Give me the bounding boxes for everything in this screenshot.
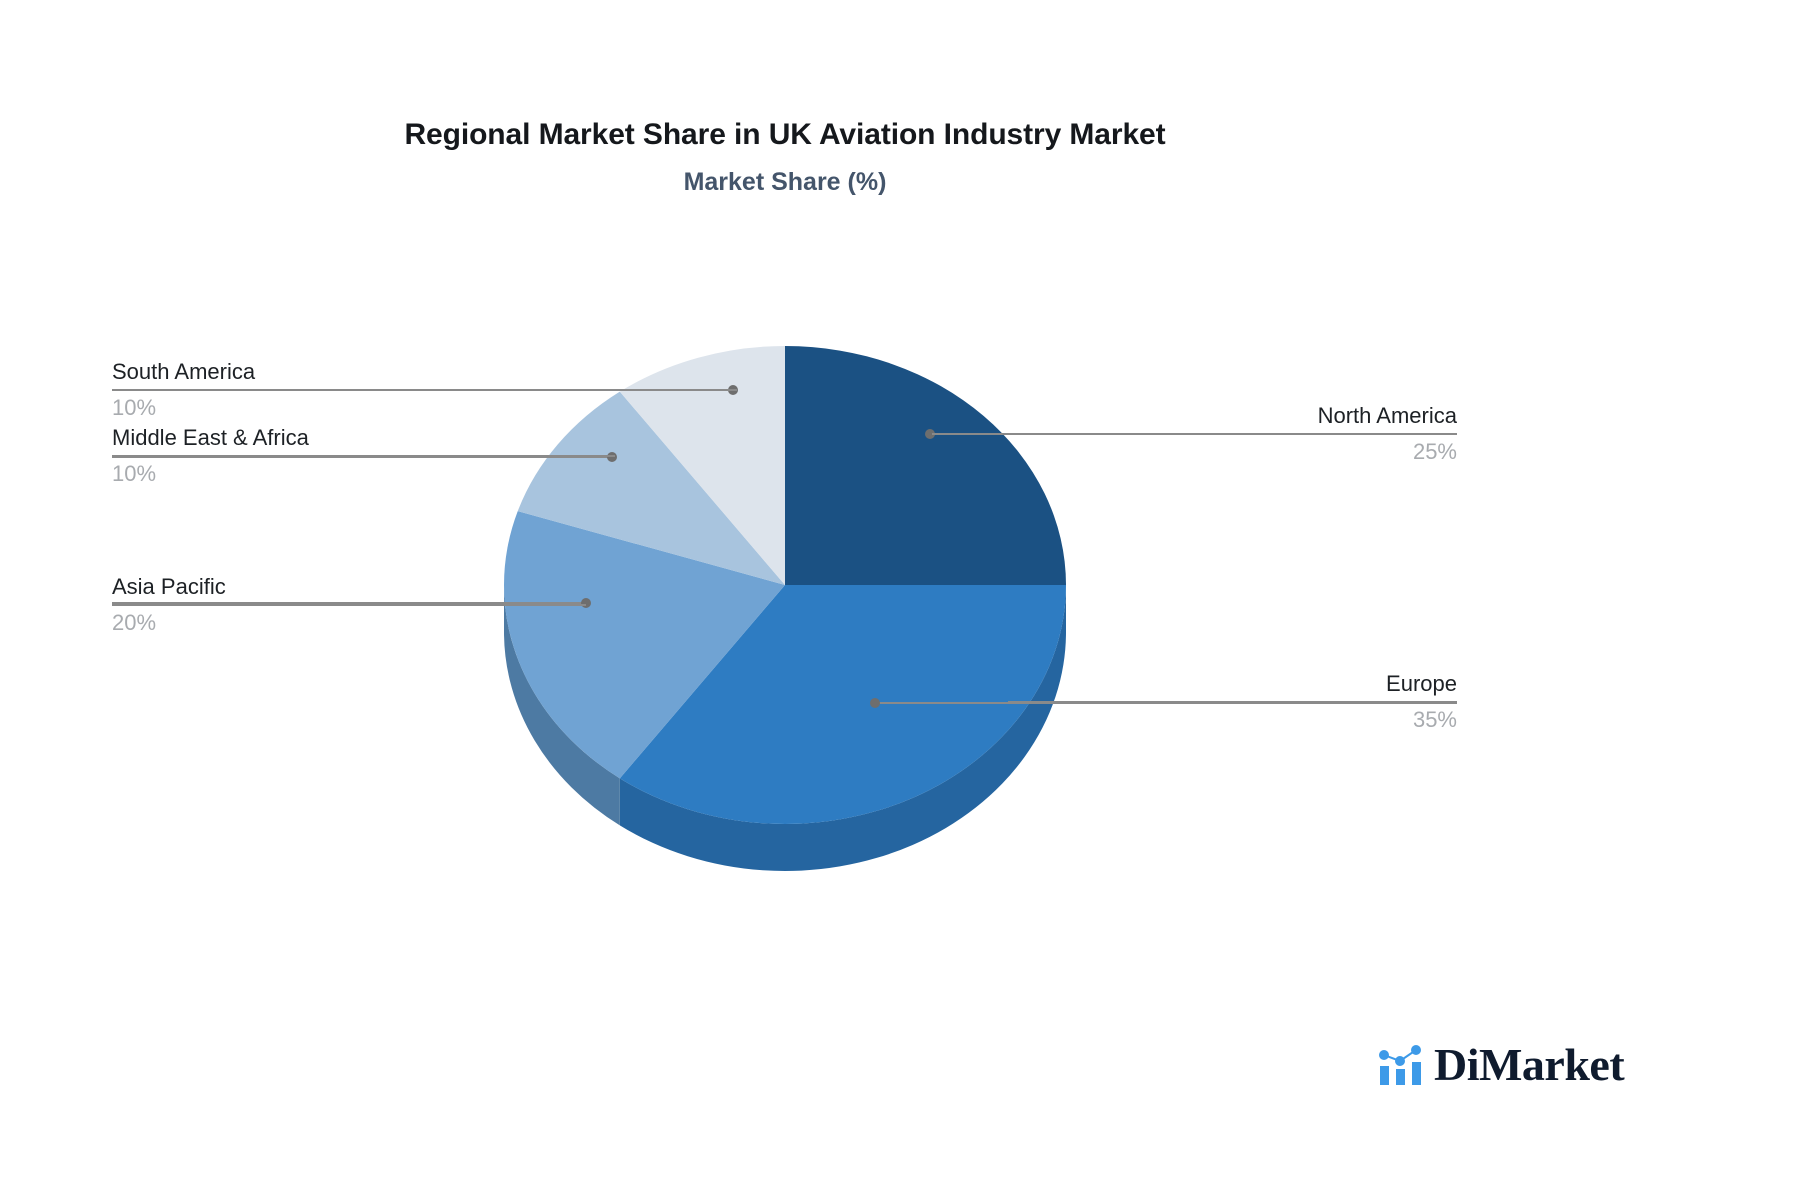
pie-slice-europe [619, 585, 1066, 824]
brand-logo: DiMarket [1378, 1039, 1625, 1090]
pie-slice-middle-east-africa [517, 391, 785, 585]
callout-value-europe: 35% [1412, 707, 1457, 732]
callout-value-south-america: 10% [112, 395, 157, 420]
chart-title: Regional Market Share in UK Aviation Ind… [404, 118, 1166, 151]
callout-middle-east-africa: Middle East & Africa 10% [112, 425, 615, 487]
brand-name: DiMarket [1434, 1039, 1625, 1090]
callout-value-asia-pacific: 20% [112, 610, 157, 635]
callout-rule-north-america [932, 433, 1457, 435]
pie-slice-side-europe [619, 585, 1066, 871]
callout-label-north-america: North America [1317, 403, 1457, 428]
leader-dot-europe [870, 698, 880, 708]
callout-label-asia-pacific: Asia Pacific [112, 574, 226, 599]
callout-rule-asia-pacific [112, 604, 586, 606]
leader-dot-middle-east-africa [607, 452, 617, 462]
callout-north-america: North America 25% [932, 403, 1457, 465]
callout-label-south-america: South America [112, 359, 256, 384]
callout-europe: Europe 35% [1008, 671, 1457, 733]
callout-value-north-america: 25% [1412, 439, 1457, 464]
callout-rule-middle-east-africa [112, 455, 615, 457]
pie-slice-side-asia-pacific [504, 585, 620, 826]
chart-subtitle: Market Share (%) [683, 168, 887, 196]
pie-slice-south-america [619, 346, 785, 585]
pie-slice-north-america [785, 346, 1066, 585]
callout-rule-south-america [112, 389, 737, 391]
callout-label-europe: Europe [1386, 671, 1457, 696]
callout-value-middle-east-africa: 10% [112, 461, 157, 486]
leader-dot-north-america [925, 429, 935, 439]
bar-chart-icon [1379, 1045, 1421, 1085]
callout-asia-pacific: Asia Pacific 20% [112, 574, 586, 636]
pie-slice-asia-pacific [504, 511, 785, 779]
callout-south-america: South America 10% [112, 359, 737, 421]
callout-rule-europe [1008, 701, 1457, 703]
callout-label-middle-east-africa: Middle East & Africa [112, 425, 309, 450]
